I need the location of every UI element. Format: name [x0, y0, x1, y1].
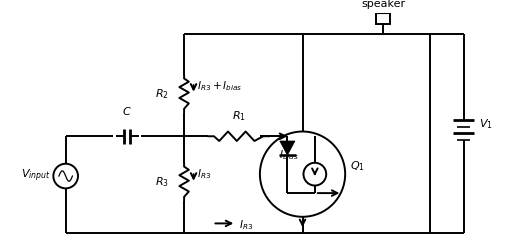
Text: $V_{input}$: $V_{input}$ — [21, 168, 51, 184]
Text: speaker: speaker — [361, 0, 405, 9]
Text: $I_{bias}$: $I_{bias}$ — [279, 149, 299, 162]
Text: $I_{R3}$: $I_{R3}$ — [197, 167, 212, 181]
Text: $R_2$: $R_2$ — [155, 87, 169, 101]
Bar — [377, 13, 390, 24]
Text: $R_1$: $R_1$ — [232, 109, 246, 123]
Text: $Q_1$: $Q_1$ — [350, 160, 365, 174]
Text: $I_{R3}+I_{bias}$: $I_{R3}+I_{bias}$ — [197, 79, 243, 93]
Polygon shape — [280, 141, 295, 155]
Text: $I_{R3}$: $I_{R3}$ — [239, 218, 253, 232]
Text: $V_1$: $V_1$ — [479, 117, 493, 131]
Text: $R_3$: $R_3$ — [155, 175, 169, 189]
Text: $C$: $C$ — [122, 105, 132, 117]
